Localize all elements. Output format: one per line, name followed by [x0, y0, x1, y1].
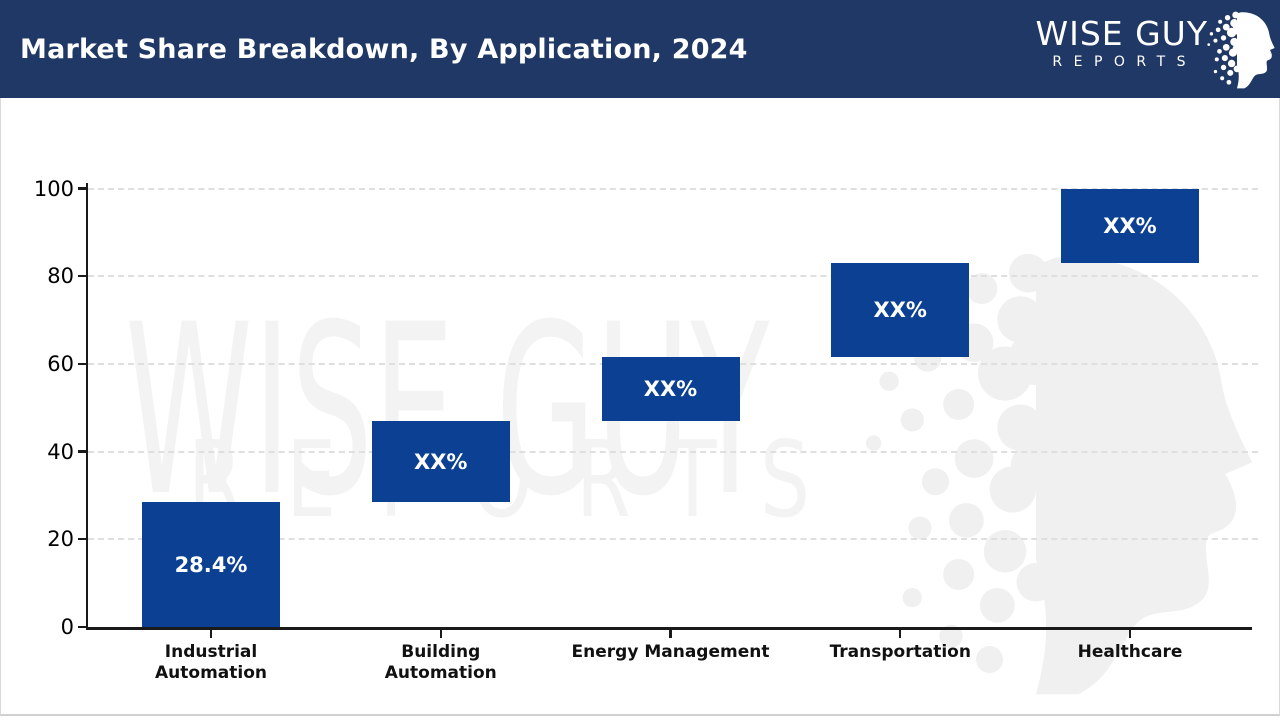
waterfall-bar: XX%	[1061, 188, 1199, 264]
wiseguy-logo: WISE GUY REPORTS	[1035, 14, 1208, 71]
x-category-label: Healthcare	[1077, 642, 1183, 662]
x-category-label: Industrial Automation	[155, 642, 267, 683]
x-tick-mark	[439, 629, 442, 638]
x-tick-mark	[209, 629, 213, 638]
y-tick-mark	[78, 450, 87, 453]
gridline-40	[88, 450, 1258, 453]
x-tick-mark	[669, 629, 672, 638]
y-tick-mark	[78, 187, 87, 190]
report-header: Market Share Breakdown, By Application, …	[0, 0, 1280, 98]
x-category-label: Building Automation	[384, 642, 497, 683]
page-title: Market Share Breakdown, By Application, …	[20, 34, 748, 65]
gridline-80	[88, 275, 1258, 278]
bar-value-label: XX%	[414, 449, 468, 474]
y-tick-label: 0	[60, 615, 74, 639]
dotted-head-watermark-icon	[865, 253, 1253, 695]
y-tick-mark	[78, 275, 87, 278]
x-axis-line	[85, 627, 1252, 630]
bar-value-label: XX%	[873, 298, 927, 323]
logo-subtext: REPORTS	[1052, 54, 1198, 70]
y-tick-label: 60	[47, 351, 74, 376]
y-axis-line	[85, 183, 88, 630]
waterfall-bar: XX%	[371, 420, 510, 503]
waterfall-bar: XX%	[831, 263, 970, 358]
bar-value-label: 28.4%	[174, 552, 248, 577]
y-tick-mark	[78, 538, 87, 541]
gridline-20	[88, 538, 1258, 541]
y-tick-mark	[78, 362, 87, 366]
gridline-100	[88, 187, 1258, 190]
waterfall-bar: 28.4%	[142, 502, 280, 627]
dotted-head-logo-icon	[1207, 11, 1275, 89]
y-tick-label: 20	[47, 527, 74, 552]
y-tick-label: 80	[47, 264, 74, 289]
bar-value-label: XX%	[643, 377, 698, 402]
y-tick-label: 40	[47, 439, 74, 464]
y-tick-label: 100	[33, 176, 74, 201]
x-tick-mark	[1128, 629, 1132, 638]
waterfall-bar: XX%	[601, 357, 740, 421]
logo-wordmark: WISE GUY	[1035, 14, 1208, 53]
x-category-label: Energy Management	[571, 642, 770, 662]
x-category-label: Transportation	[829, 642, 971, 662]
y-tick-mark	[78, 625, 87, 629]
x-tick-mark	[899, 629, 902, 638]
bar-value-label: XX%	[1103, 213, 1157, 238]
